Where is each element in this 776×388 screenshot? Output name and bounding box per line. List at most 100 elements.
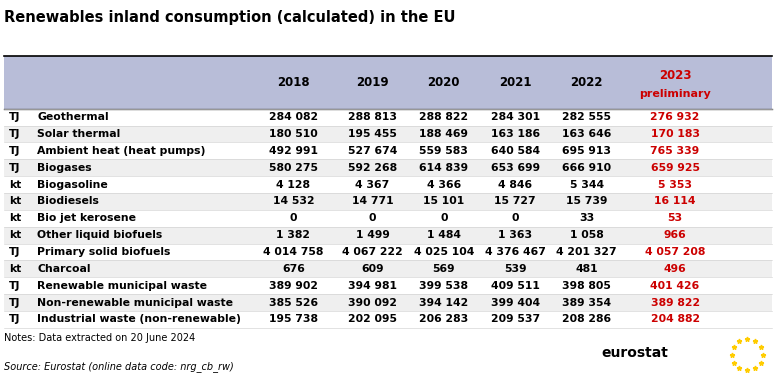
Text: 180 510: 180 510: [269, 129, 317, 139]
Text: 4 025 104: 4 025 104: [414, 247, 474, 257]
Text: Other liquid biofuels: Other liquid biofuels: [37, 230, 162, 240]
Text: 592 268: 592 268: [348, 163, 397, 173]
Text: 4 201 327: 4 201 327: [556, 247, 617, 257]
Text: 163 186: 163 186: [490, 129, 540, 139]
Text: TJ: TJ: [9, 129, 21, 139]
Text: 559 583: 559 583: [420, 146, 468, 156]
Text: Biogasoline: Biogasoline: [37, 180, 108, 189]
Text: 496: 496: [663, 264, 687, 274]
Text: Non-renewable municipal waste: Non-renewable municipal waste: [37, 298, 234, 308]
Text: 195 738: 195 738: [268, 314, 318, 324]
Text: 2018: 2018: [277, 76, 310, 89]
Text: 539: 539: [504, 264, 527, 274]
Text: 188 469: 188 469: [419, 129, 469, 139]
Text: 195 455: 195 455: [348, 129, 397, 139]
Text: 614 839: 614 839: [419, 163, 469, 173]
Text: 394 142: 394 142: [419, 298, 469, 308]
Text: 2021: 2021: [499, 76, 532, 89]
Text: kt: kt: [9, 180, 22, 189]
Text: 492 991: 492 991: [268, 146, 318, 156]
Text: Renewable municipal waste: Renewable municipal waste: [37, 281, 207, 291]
Text: kt: kt: [9, 196, 22, 206]
Text: 15 101: 15 101: [423, 196, 465, 206]
Text: 4 057 208: 4 057 208: [645, 247, 705, 257]
Text: 0: 0: [369, 213, 376, 223]
Text: 399 538: 399 538: [419, 281, 469, 291]
Text: 4 367: 4 367: [355, 180, 390, 189]
Text: 4 376 467: 4 376 467: [485, 247, 546, 257]
Text: kt: kt: [9, 264, 22, 274]
Text: Ambient heat (heat pumps): Ambient heat (heat pumps): [37, 146, 206, 156]
Text: Industrial waste (non-renewable): Industrial waste (non-renewable): [37, 314, 241, 324]
Text: 527 674: 527 674: [348, 146, 397, 156]
Text: 163 646: 163 646: [562, 129, 611, 139]
Text: 4 014 758: 4 014 758: [263, 247, 324, 257]
Text: 390 092: 390 092: [348, 298, 397, 308]
Text: 16 114: 16 114: [654, 196, 696, 206]
Text: TJ: TJ: [9, 281, 21, 291]
Text: 0: 0: [289, 213, 297, 223]
Text: 695 913: 695 913: [562, 146, 611, 156]
Text: Biodiesels: Biodiesels: [37, 196, 99, 206]
Text: 385 526: 385 526: [268, 298, 318, 308]
Text: 209 537: 209 537: [490, 314, 540, 324]
Text: 1 484: 1 484: [427, 230, 461, 240]
Text: 389 822: 389 822: [650, 298, 700, 308]
Text: 1 499: 1 499: [355, 230, 390, 240]
Text: 208 286: 208 286: [562, 314, 611, 324]
Text: 2019: 2019: [356, 76, 389, 89]
Text: 15 727: 15 727: [494, 196, 536, 206]
Text: TJ: TJ: [9, 314, 21, 324]
Text: TJ: TJ: [9, 247, 21, 257]
Text: 276 932: 276 932: [650, 112, 700, 122]
Text: 580 275: 580 275: [268, 163, 318, 173]
Text: 653 699: 653 699: [490, 163, 540, 173]
Text: 4 366: 4 366: [427, 180, 461, 189]
Text: 394 981: 394 981: [348, 281, 397, 291]
Text: 202 095: 202 095: [348, 314, 397, 324]
Text: 966: 966: [663, 230, 687, 240]
Text: TJ: TJ: [9, 163, 21, 173]
Text: 389 354: 389 354: [562, 298, 611, 308]
Text: Renewables inland consumption (calculated) in the EU: Renewables inland consumption (calculate…: [4, 10, 456, 25]
Text: 53: 53: [667, 213, 683, 223]
Text: 2020: 2020: [428, 76, 460, 89]
Text: 170 183: 170 183: [650, 129, 700, 139]
Text: Primary solid biofuels: Primary solid biofuels: [37, 247, 171, 257]
Text: 2023: 2023: [659, 69, 691, 82]
Text: 1 382: 1 382: [276, 230, 310, 240]
Text: Source: Eurostat (online data code: nrg_cb_rw): Source: Eurostat (online data code: nrg_…: [4, 361, 234, 372]
Text: 2022: 2022: [570, 76, 603, 89]
Text: 0: 0: [511, 213, 519, 223]
Text: TJ: TJ: [9, 146, 21, 156]
Text: eurostat: eurostat: [601, 346, 668, 360]
Text: preliminary: preliminary: [639, 89, 711, 99]
Text: 765 339: 765 339: [650, 146, 700, 156]
Text: 1 363: 1 363: [498, 230, 532, 240]
Text: 206 283: 206 283: [419, 314, 469, 324]
Text: 389 902: 389 902: [268, 281, 318, 291]
Text: Biogases: Biogases: [37, 163, 92, 173]
Text: 398 805: 398 805: [563, 281, 611, 291]
Text: 4 128: 4 128: [276, 180, 310, 189]
Text: 676: 676: [282, 264, 305, 274]
Text: 14 532: 14 532: [272, 196, 314, 206]
Text: 284 082: 284 082: [268, 112, 318, 122]
Text: 5 353: 5 353: [658, 180, 692, 189]
Text: kt: kt: [9, 213, 22, 223]
Text: Bio jet kerosene: Bio jet kerosene: [37, 213, 137, 223]
Text: 640 584: 640 584: [490, 146, 540, 156]
Text: TJ: TJ: [9, 112, 21, 122]
Text: 609: 609: [361, 264, 384, 274]
Text: 569: 569: [432, 264, 456, 274]
Text: 481: 481: [575, 264, 598, 274]
Text: 399 404: 399 404: [490, 298, 540, 308]
Text: 284 301: 284 301: [490, 112, 540, 122]
Text: TJ: TJ: [9, 298, 21, 308]
Text: 288 822: 288 822: [419, 112, 469, 122]
Text: 282 555: 282 555: [562, 112, 611, 122]
Text: 0: 0: [440, 213, 448, 223]
Text: 659 925: 659 925: [650, 163, 700, 173]
Text: 4 846: 4 846: [498, 180, 532, 189]
Text: 15 739: 15 739: [566, 196, 608, 206]
